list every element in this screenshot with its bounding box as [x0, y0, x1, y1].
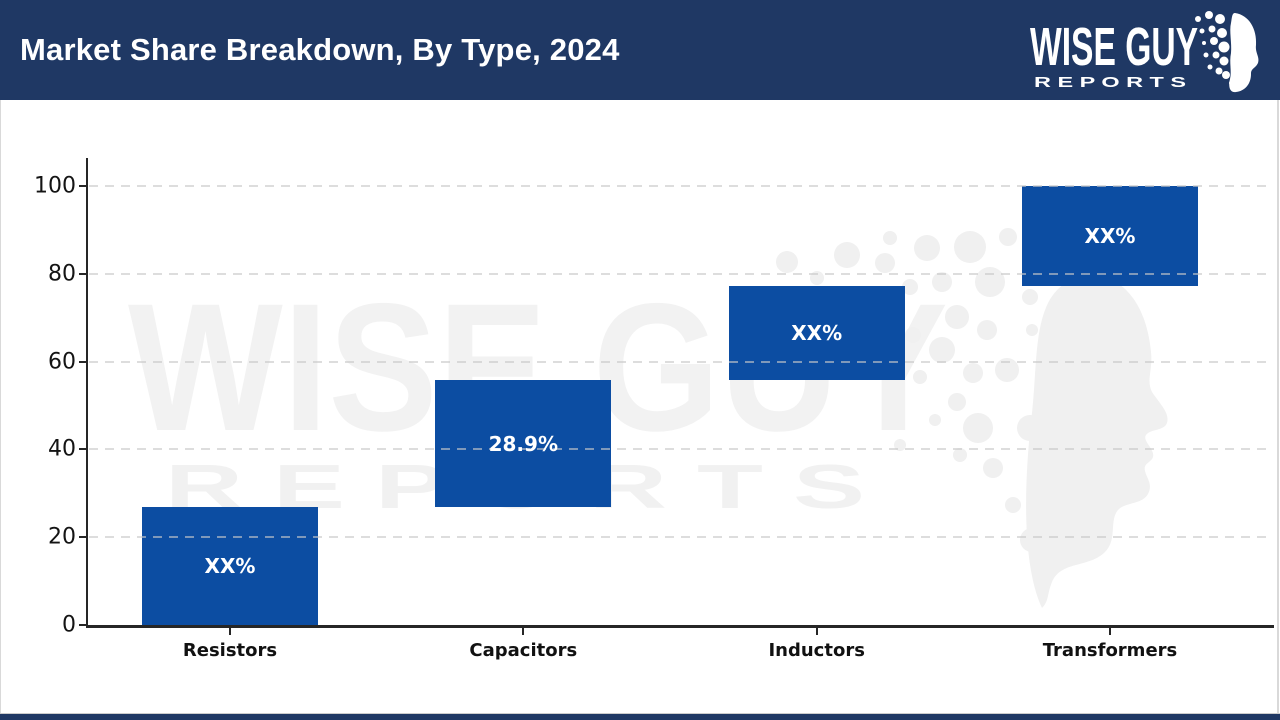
watermark-face-dots [776, 228, 1044, 552]
y-tick-100 [79, 185, 86, 187]
bar-label-inductors: XX% [791, 321, 843, 346]
logo-face-dots [1195, 11, 1235, 86]
x-tick-inductors [815, 628, 818, 635]
y-tick-label-40: 40 [48, 436, 76, 462]
wiseguy-logo: WISE GUY R E P O R T S [1030, 11, 1259, 93]
y-axis-spine [86, 158, 88, 627]
y-tick-40 [79, 448, 86, 451]
footer-bar [0, 714, 1280, 720]
right-border [1277, 100, 1279, 713]
x-axis-spine [86, 625, 1274, 628]
x-label-resistors: Resistors [182, 640, 278, 661]
y-tick-label-20: 20 [48, 524, 76, 550]
y-tick-label-80: 80 [48, 261, 76, 287]
bar-label-capacitors: 28.9% [488, 431, 558, 456]
x-tick-transformers [1109, 628, 1111, 635]
x-label-inductors: Inductors [768, 640, 865, 661]
y-tick-label-100: 100 [34, 173, 76, 199]
x-tick-resistors [229, 628, 231, 635]
y-tick-label-0: 0 [62, 612, 76, 638]
bar-resistors [142, 507, 318, 625]
y-tick-60 [79, 360, 86, 363]
x-label-capacitors: Capacitors [469, 640, 578, 661]
watermark-face-profile [1026, 275, 1168, 608]
bar-capacitors [435, 380, 612, 508]
bar-label-transformers: XX% [1084, 224, 1136, 249]
bar-transformers [1022, 186, 1198, 287]
gridline-60 [89, 360, 1272, 363]
gridline-20 [89, 536, 1272, 539]
bar-label-resistors: XX% [204, 554, 256, 579]
logo-reports-text: R E P O R T S [1034, 74, 1186, 91]
bottom-hairline [0, 713, 1280, 714]
y-tick-0 [79, 624, 86, 626]
x-tick-capacitors [522, 628, 525, 635]
y-tick-80 [79, 272, 86, 275]
logo-wiseguy-text: WISE GUY [1030, 17, 1198, 77]
gridline-80 [89, 272, 1272, 275]
y-tick-20 [79, 536, 86, 539]
chart-title: Market Share Breakdown, By Type, 2024 [20, 32, 620, 67]
gridline-100 [89, 185, 1272, 187]
header-bar: Market Share Breakdown, By Type, 2024 WI… [0, 0, 1280, 100]
y-tick-label-60: 60 [48, 349, 76, 375]
logo-face-profile [1229, 13, 1259, 93]
gridline-40 [89, 448, 1272, 451]
left-border [0, 100, 1, 713]
x-label-transformers: Transformers [1042, 640, 1178, 661]
